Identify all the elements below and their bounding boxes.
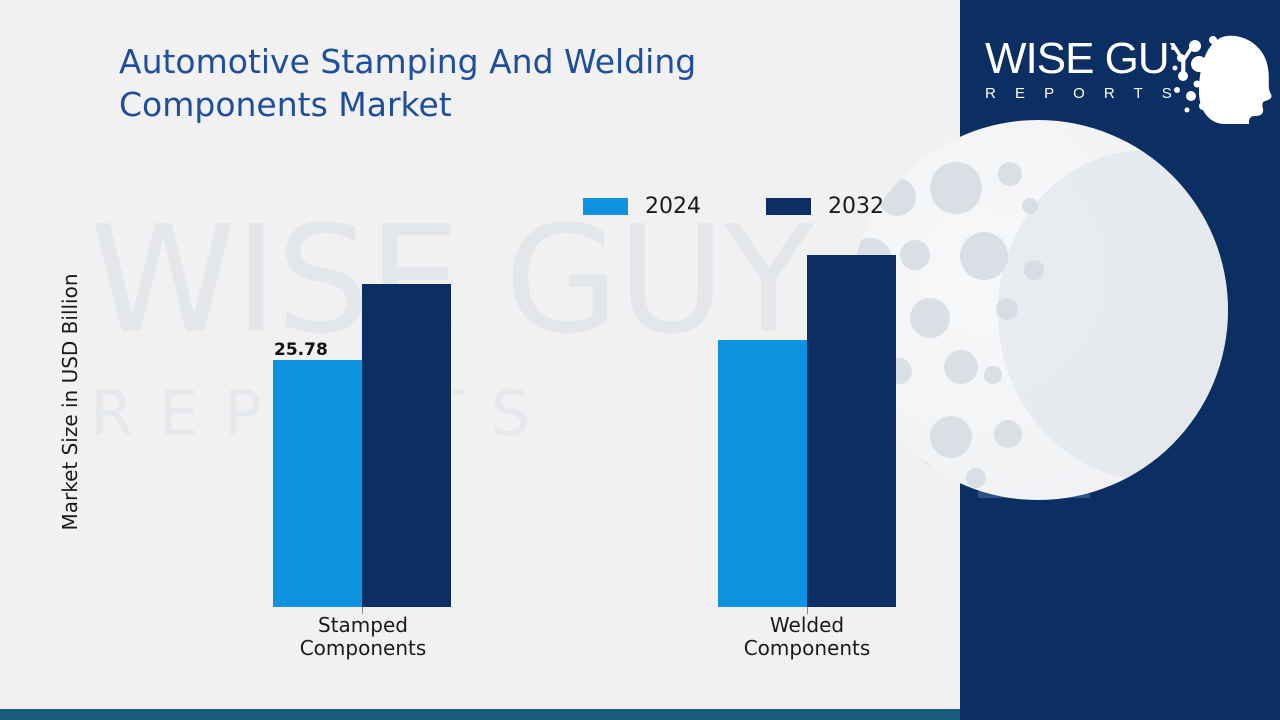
legend-item-2024[interactable]: 2024 — [583, 194, 701, 219]
x-axis-label-stamped-line2: Components — [299, 636, 427, 660]
legend-label-2032: 2032 — [828, 194, 884, 219]
x-axis-tick-stamped — [362, 607, 363, 614]
x-axis-label-welded-line2: Components — [743, 636, 871, 660]
bar-chart: Market Size in USD Billion 2024 2032 25.… — [58, 194, 896, 660]
x-axis-label-welded: Welded Components — [677, 614, 937, 660]
head-profile-dots-icon — [1171, 35, 1272, 124]
logo-wordmark: WISE GUY — [985, 34, 1198, 83]
x-axis-tick-welded — [807, 607, 808, 614]
bar-2024-welded[interactable] — [718, 340, 807, 607]
bar-value-label-2024-stamped: 25.78 — [274, 340, 328, 360]
bar-2032-stamped[interactable] — [362, 284, 451, 607]
legend-swatch-2024 — [583, 198, 628, 215]
legend-swatch-2032 — [766, 198, 811, 215]
bottom-accent-strip — [0, 709, 960, 720]
brand-logo: WISE GUY R E P O R T S — [985, 34, 1272, 124]
plot-area: 25.78 Stamped Components Welded Componen… — [273, 255, 896, 660]
x-axis-label-welded-line1: Welded — [769, 613, 845, 637]
logo-subtitle: R E P O R T S — [985, 85, 1180, 102]
chart-legend: 2024 2032 — [583, 194, 884, 219]
bar-2024-stamped[interactable] — [273, 360, 362, 607]
bar-2032-welded[interactable] — [807, 255, 896, 607]
decorative-dot-cluster — [848, 120, 1228, 500]
legend-label-2024: 2024 — [645, 194, 701, 219]
x-axis-label-stamped: Stamped Components — [233, 614, 493, 660]
x-axis-label-stamped-line1: Stamped — [318, 613, 408, 637]
page-title: Automotive Stamping And Welding Componen… — [119, 42, 697, 124]
legend-item-2032[interactable]: 2032 — [766, 194, 884, 219]
